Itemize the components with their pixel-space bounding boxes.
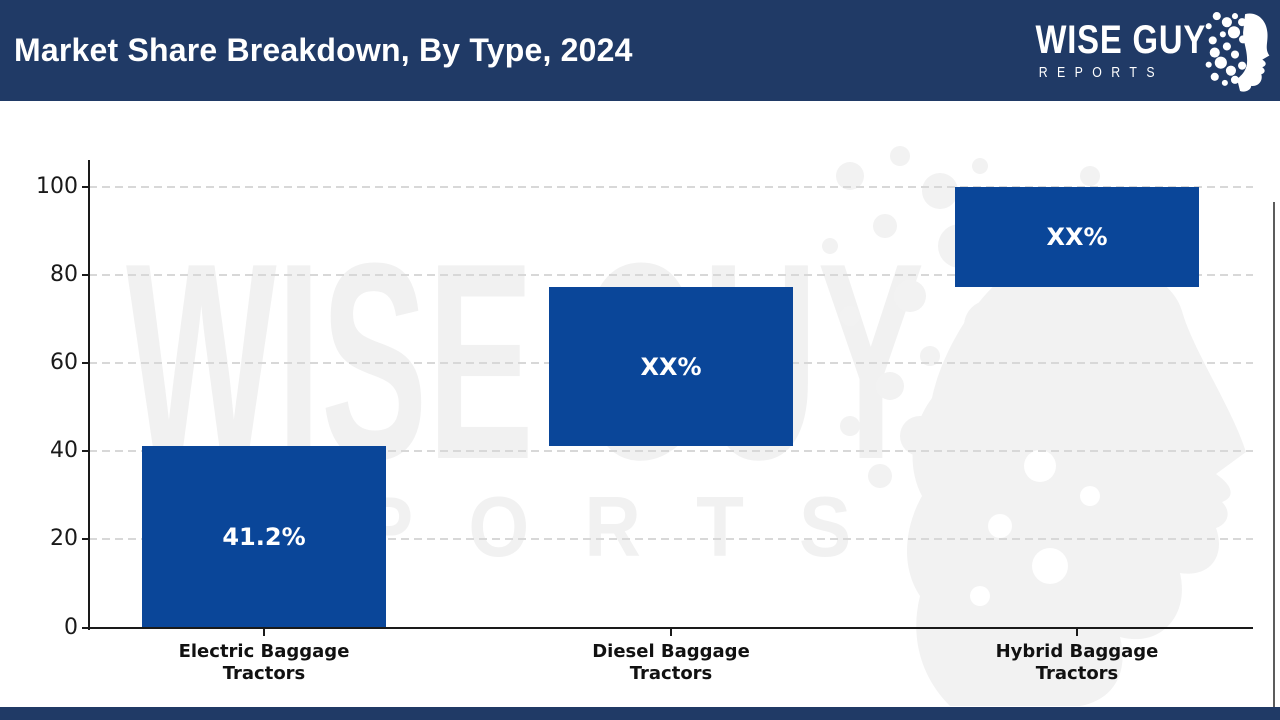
y-tick-label-80: 80	[50, 262, 78, 288]
y-tick-mark-80	[82, 274, 89, 277]
page-title: Market Share Breakdown, By Type, 2024	[14, 32, 633, 68]
category-line1: Diesel Baggage	[592, 640, 750, 662]
y-axis-spine	[88, 160, 90, 630]
x-tick-mark-1	[263, 628, 265, 636]
category-label-3: Hybrid Baggage Tractors	[927, 641, 1227, 686]
y-tick-mark-100	[82, 186, 89, 188]
logo-text: WISE GUY REPORTS	[1035, 20, 1206, 81]
right-edge-border	[1273, 202, 1275, 720]
y-tick-mark-60	[82, 362, 89, 365]
y-tick-label-60: 60	[50, 350, 78, 376]
gridline-40	[89, 450, 1253, 453]
category-label-2: Diesel Baggage Tractors	[521, 641, 821, 686]
header-bar: Market Share Breakdown, By Type, 2024 WI…	[0, 0, 1280, 101]
category-line2: Tractors	[222, 663, 306, 684]
bar-value-label-1: 41.2%	[222, 522, 306, 551]
bar-value-label-3: XX%	[1046, 223, 1108, 252]
y-tick-mark-0	[82, 626, 89, 629]
watermark-head-icon	[790, 146, 1246, 706]
gridline-80	[89, 274, 1253, 277]
gridline-100	[89, 186, 1253, 188]
y-tick-mark-20	[82, 538, 89, 541]
category-label-1: Electric Baggage Tractors	[114, 641, 414, 686]
x-axis-spine	[88, 626, 1253, 629]
bar-2: XX%	[549, 287, 793, 446]
logo-secondary-text: REPORTS	[1038, 64, 1164, 81]
x-tick-mark-3	[1076, 628, 1078, 636]
logo-head-icon	[1205, 11, 1270, 92]
y-tick-mark-40	[82, 450, 89, 453]
y-tick-label-0: 0	[64, 614, 78, 640]
bar-chart-plot: 0 20 40 60 80 100 41.2% Electric Baggage Tractor…	[36, 160, 1253, 684]
y-tick-label-100: 100	[36, 174, 78, 199]
bar-3: XX%	[955, 187, 1199, 288]
category-line2: Tractors	[629, 663, 713, 684]
x-tick-mark-2	[670, 628, 672, 636]
logo-primary-text: WISE GUY	[1035, 18, 1206, 62]
category-line1: Electric Baggage	[178, 640, 350, 662]
bar-1: 41.2%	[142, 446, 386, 628]
y-tick-label-40: 40	[50, 438, 78, 464]
gridline-20	[89, 538, 1253, 541]
wise-guy-reports-logo: WISE GUY REPORTS	[998, 8, 1280, 94]
y-tick-label-20: 20	[50, 526, 78, 552]
category-line2: Tractors	[1035, 663, 1119, 684]
footer-bar	[0, 707, 1280, 720]
category-line1: Hybrid Baggage	[995, 640, 1159, 662]
bar-value-label-2: XX%	[640, 352, 702, 381]
